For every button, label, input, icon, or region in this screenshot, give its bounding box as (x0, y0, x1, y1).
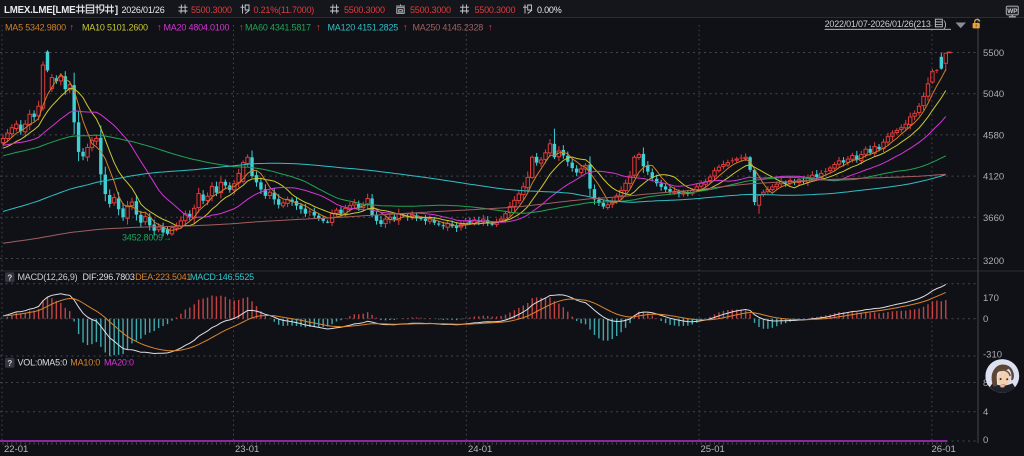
svg-text:8: 8 (983, 378, 988, 389)
svg-text:MA120 4151.2825: MA120 4151.2825 (328, 22, 399, 32)
svg-text:MACD(12,26,9): MACD(12,26,9) (18, 272, 78, 282)
svg-text:MA10 5101.2600: MA10 5101.2600 (82, 22, 148, 32)
svg-text:MA10:0: MA10:0 (70, 358, 100, 368)
svg-text:2026/01/26: 2026/01/26 (122, 5, 165, 15)
svg-text:MA250 4145.2328: MA250 4145.2328 (413, 22, 484, 32)
svg-text:): ) (944, 19, 947, 29)
svg-text:0.00%: 0.00% (537, 5, 562, 15)
svg-text:5040: 5040 (983, 89, 1004, 100)
svg-text:0.21%(11.7000): 0.21%(11.7000) (254, 5, 315, 15)
svg-text:MA20 4804.0100: MA20 4804.0100 (164, 22, 230, 32)
svg-text:5500.3000: 5500.3000 (475, 5, 516, 15)
svg-text:?: ? (7, 359, 12, 368)
svg-text:MA60 4341.5817: MA60 4341.5817 (245, 22, 311, 32)
svg-text:5500.3000: 5500.3000 (191, 5, 232, 15)
svg-text:↑: ↑ (157, 22, 162, 33)
svg-text:VOL:0MA5:0: VOL:0MA5:0 (18, 358, 68, 368)
svg-text:WP: WP (1007, 8, 1018, 15)
svg-text:↑: ↑ (239, 22, 244, 33)
svg-text:3660: 3660 (983, 213, 1004, 224)
svg-text:↑: ↑ (403, 22, 408, 33)
svg-text:5500.3000: 5500.3000 (410, 5, 451, 15)
svg-text:4580: 4580 (983, 130, 1004, 141)
svg-text:170: 170 (983, 293, 999, 304)
svg-text:26-01: 26-01 (932, 444, 956, 455)
svg-text:]: ] (115, 5, 118, 16)
svg-text:LMEX.LME[LME: LMEX.LME[LME (4, 5, 76, 16)
svg-text:-310: -310 (983, 350, 1002, 361)
svg-text:5500: 5500 (983, 48, 1004, 59)
svg-text:22-01: 22-01 (4, 444, 28, 455)
svg-text:↑: ↑ (70, 22, 75, 33)
svg-text:23-01: 23-01 (235, 444, 259, 455)
svg-text:↑: ↑ (488, 22, 493, 33)
svg-text:MA20:0: MA20:0 (104, 358, 134, 368)
svg-text:4120: 4120 (983, 172, 1004, 183)
svg-text:?: ? (7, 273, 12, 282)
svg-text:0: 0 (983, 435, 988, 446)
svg-text:↑: ↑ (316, 22, 321, 33)
svg-text:3452.8009→: 3452.8009→ (122, 233, 172, 243)
svg-text:25-01: 25-01 (701, 444, 725, 455)
svg-text:MA5 5342.9800: MA5 5342.9800 (5, 22, 66, 32)
svg-text:4: 4 (983, 407, 988, 418)
svg-text:2022/01/07-2026/01/26(213: 2022/01/07-2026/01/26(213 (825, 19, 931, 29)
svg-text:3200: 3200 (983, 256, 1004, 267)
svg-text:24-01: 24-01 (468, 444, 492, 455)
svg-text:5500.3000: 5500.3000 (344, 5, 385, 15)
svg-text:DEA:223.5041: DEA:223.5041 (135, 272, 191, 282)
svg-text:MACD:146.5525: MACD:146.5525 (190, 272, 254, 282)
svg-text:0: 0 (983, 314, 988, 325)
svg-text:DIF:296.7803: DIF:296.7803 (83, 272, 135, 282)
